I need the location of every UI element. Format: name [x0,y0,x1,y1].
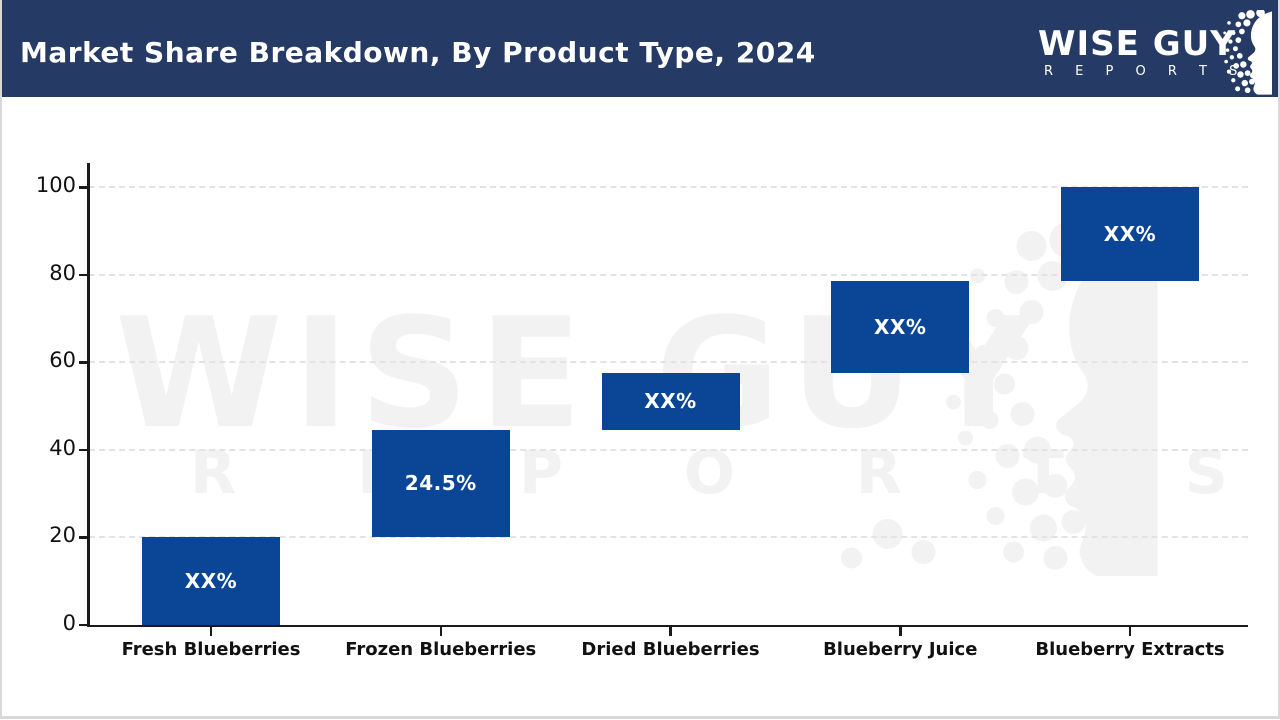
bar-blueberry-juice: XX% [831,281,970,373]
y-tick-label: 100 [35,173,76,197]
x-category-label: Frozen Blueberries [345,639,537,660]
y-tick-mark [79,536,89,539]
y-tick-label: 60 [49,348,76,372]
gridline-40 [89,448,1248,451]
x-tick-mark [439,627,442,636]
chart-title: Market Share Breakdown, By Product Type,… [20,36,816,69]
bar-dried-blueberries: XX% [601,372,740,430]
x-category-label: Dried Blueberries [581,639,760,660]
bar-frozen-blueberries: 24.5% [371,429,510,537]
logo-reports-text: R E P O R T S [1044,64,1247,79]
x-category-label: Fresh Blueberries [121,639,301,660]
brand-logo: WISE GUY R E P O R T S [1004,4,1274,95]
bar-value-label: 24.5% [404,471,477,496]
bar-blueberry-extracts: XX% [1061,187,1199,282]
x-tick-mark [669,627,672,636]
logo-brand-text: WISE GUY [1038,24,1236,64]
y-tick-mark [79,623,89,626]
y-tick-mark [79,186,89,189]
chart-plot-area: 0 20 40 60 80 100 XX% Fresh Blueberries 24.5% Fro… [0,97,1280,720]
y-tick-label: 40 [49,435,76,460]
bar-value-label: XX% [1103,222,1157,247]
y-tick-label: 80 [49,260,76,285]
header-bar: Market Share Breakdown, By Product Type,… [0,0,1280,97]
x-category-label: Blueberry Extracts [1035,639,1225,660]
x-tick-mark [209,627,213,636]
y-tick-label: 0 [62,610,76,635]
x-category-label: Blueberry Juice [823,639,978,660]
y-tick-mark [79,361,89,364]
bar-value-label: XX% [874,315,927,339]
gridline-20 [89,536,1248,538]
x-tick-mark [1128,627,1132,636]
x-axis [87,624,1248,627]
bar-value-label: XX% [184,568,238,593]
y-tick-mark [79,448,89,451]
x-tick-mark [899,627,902,636]
y-tick-label: 20 [49,523,76,547]
y-tick-mark [79,273,89,276]
bar-fresh-blueberries: XX% [142,537,280,625]
bar-value-label: XX% [644,389,697,414]
gridline-100 [89,186,1248,188]
gridline-80 [89,273,1248,276]
gridline-60 [89,361,1248,363]
logo-face-icon [1220,10,1272,95]
y-axis [87,163,90,627]
